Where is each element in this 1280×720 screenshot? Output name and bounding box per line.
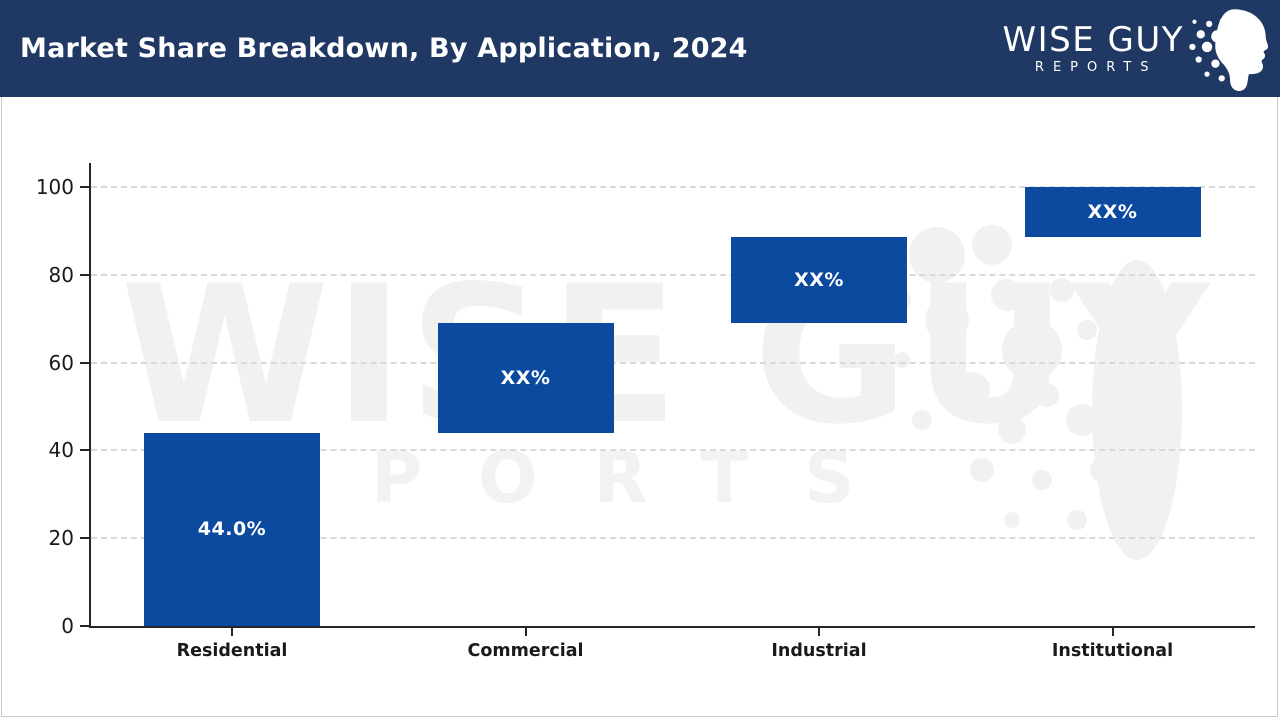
y-axis-tick (80, 449, 91, 452)
plot-area: 0 20 40 60 80 100 44.0% Residential XX% Commercia… (2, 97, 1277, 716)
y-axis-tick-label: 100 (35, 175, 74, 199)
logo-wordmark: WISE GUY REPORTS (1002, 23, 1184, 75)
bar-commercial (437, 323, 614, 433)
header-bar: Market Share Breakdown, By Application, … (0, 0, 1280, 97)
x-axis-category-label: Institutional (1051, 641, 1174, 661)
y-axis-line (89, 163, 91, 628)
wise-guy-logo: WISE GUY REPORTS (1002, 5, 1270, 93)
y-axis-tick (80, 537, 91, 540)
y-axis-tick (80, 361, 91, 364)
watermark-face-dots-icon (883, 225, 1182, 560)
gridline (91, 537, 1255, 540)
logo-wordmark-line1: WISE GUY (1002, 19, 1184, 60)
gridline (91, 449, 1255, 452)
bar-value-label: XX% (500, 366, 551, 389)
y-axis-tick (80, 186, 91, 188)
bar-value-label: XX% (794, 268, 844, 291)
face-profile-dots-icon (1189, 8, 1269, 91)
x-axis-tick (818, 628, 820, 636)
bar-institutional (1024, 187, 1201, 237)
gridline (91, 186, 1255, 188)
x-axis-category-label: Residential (176, 641, 288, 661)
x-axis-category-label: Industrial (771, 641, 867, 661)
chart-canvas: WISE GUY REPORTS 0 20 40 60 80 100 44.0% Reside… (1, 97, 1278, 717)
bar-value-label: 44.0% (197, 518, 267, 541)
x-axis-category-label: Commercial (467, 641, 584, 661)
x-axis-line (89, 626, 1255, 628)
x-axis-tick (1111, 628, 1114, 636)
bar-value-label: XX% (1087, 200, 1138, 223)
y-axis-tick-label: 20 (48, 526, 74, 551)
y-axis-tick (80, 273, 91, 276)
chart-title: Market Share Breakdown, By Application, … (20, 33, 748, 64)
y-axis-tick (80, 625, 91, 627)
bar-residential (144, 432, 320, 626)
bar-industrial (731, 236, 907, 324)
logo-wordmark-line2: REPORTS (1034, 59, 1158, 75)
y-axis-tick-label: 0 (61, 614, 74, 638)
y-axis-tick-label: 40 (48, 438, 74, 463)
y-axis-tick-label: 60 (48, 350, 74, 375)
gridline (91, 273, 1255, 276)
gridline (91, 361, 1255, 364)
x-axis-tick (524, 628, 527, 636)
y-axis-tick-label: 80 (48, 262, 74, 287)
x-axis-tick (231, 628, 233, 636)
